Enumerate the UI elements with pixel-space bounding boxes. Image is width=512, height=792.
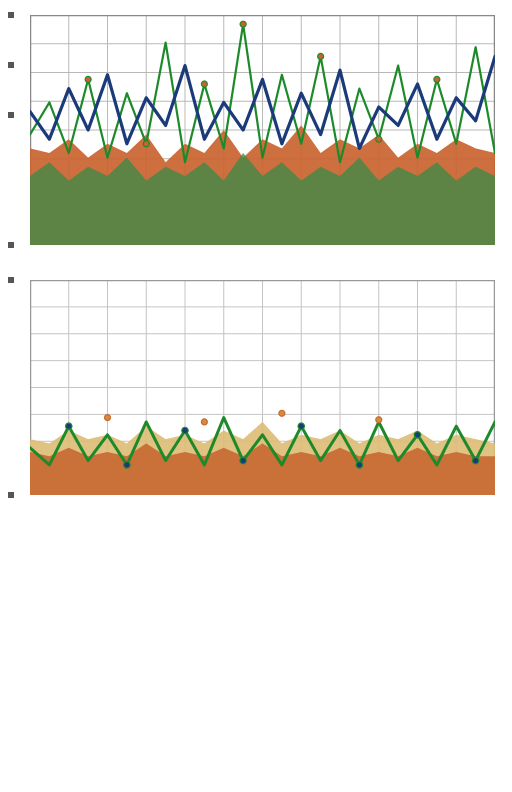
line-orange-marker-marker xyxy=(105,415,111,421)
line-green-marker xyxy=(472,457,478,463)
line-orange-marker-marker xyxy=(279,410,285,416)
line-green-marker xyxy=(85,76,91,82)
y-tick-marker xyxy=(8,112,14,118)
line-green-marker xyxy=(376,136,382,142)
line-green-marker xyxy=(298,423,304,429)
line-green-marker xyxy=(124,462,130,468)
line-green-marker xyxy=(182,427,188,433)
bottom-chart-svg xyxy=(30,280,495,495)
y-tick-marker xyxy=(8,492,14,498)
line-green-marker xyxy=(66,423,72,429)
y-tick-marker xyxy=(8,277,14,283)
line-green-marker xyxy=(240,457,246,463)
line-green-marker xyxy=(240,21,246,27)
line-green-marker xyxy=(143,141,149,147)
line-green-marker xyxy=(414,432,420,438)
y-tick-marker xyxy=(8,12,14,18)
y-tick-marker xyxy=(8,62,14,68)
line-green-marker xyxy=(434,76,440,82)
y-tick-marker xyxy=(8,242,14,248)
top-chart-panel xyxy=(30,15,495,245)
bottom-chart-panel xyxy=(30,280,495,495)
line-green-marker xyxy=(356,462,362,468)
line-green-marker xyxy=(201,81,207,87)
line-orange-marker-marker xyxy=(376,417,382,423)
line-green-marker xyxy=(318,53,324,59)
line-orange-marker-marker xyxy=(201,419,207,425)
top-chart-svg xyxy=(30,15,495,245)
